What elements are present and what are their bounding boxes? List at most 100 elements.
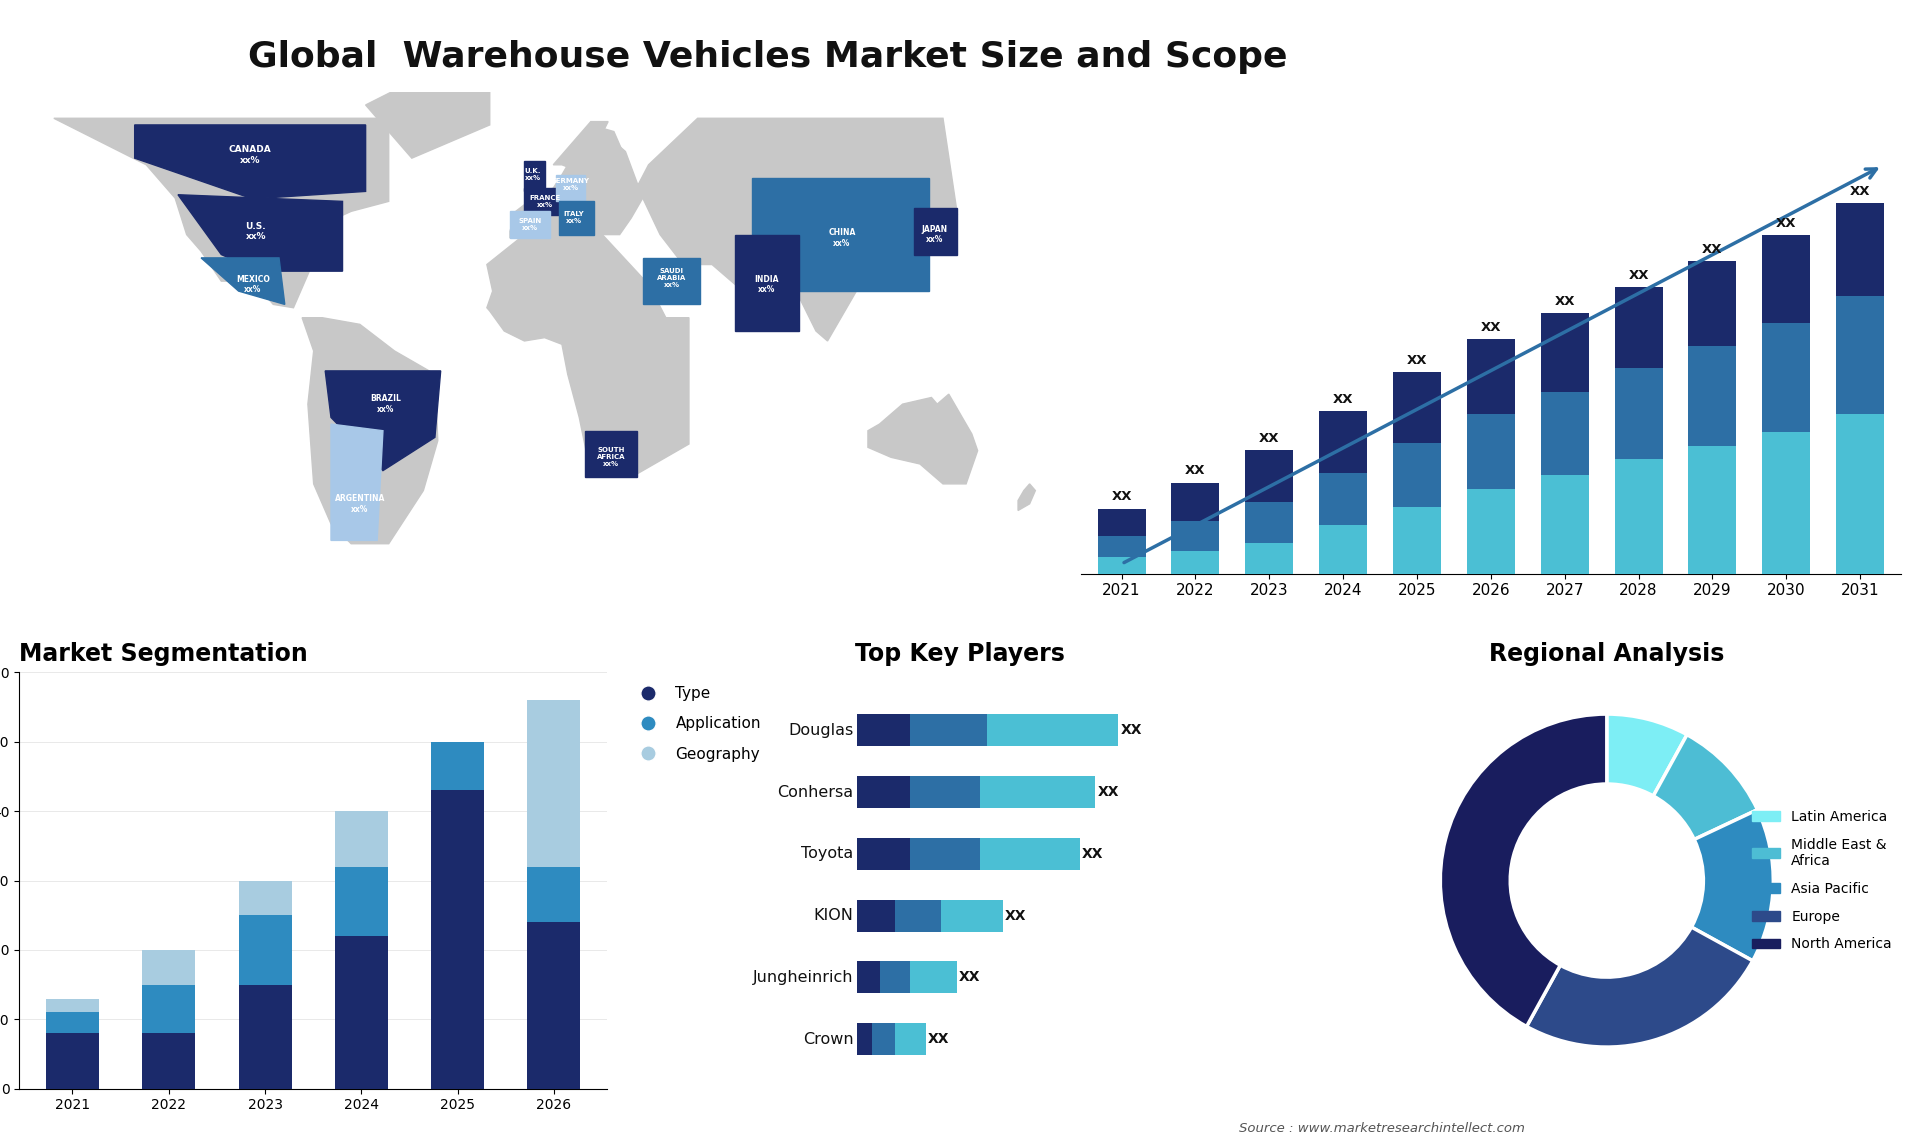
Bar <box>1540 392 1588 474</box>
Bar <box>1246 450 1294 502</box>
Bar <box>1615 288 1663 368</box>
Text: CHINA
xx%: CHINA xx% <box>828 228 856 248</box>
Text: Global  Warehouse Vehicles Market Size and Scope: Global Warehouse Vehicles Market Size an… <box>248 40 1288 74</box>
Bar <box>528 866 580 923</box>
Text: FRANCE
xx%: FRANCE xx% <box>530 195 561 207</box>
Wedge shape <box>1607 714 1688 796</box>
Text: ITALY
xx%: ITALY xx% <box>563 212 584 225</box>
Title: Regional Analysis: Regional Analysis <box>1490 643 1724 666</box>
Text: SAUDI
ARABIA
xx%: SAUDI ARABIA xx% <box>657 268 685 288</box>
Legend: Type, Application, Geography: Type, Application, Geography <box>626 680 768 768</box>
Polygon shape <box>643 258 701 305</box>
Bar <box>1763 235 1811 323</box>
Text: XX: XX <box>1332 393 1354 406</box>
Text: CANADA
xx%: CANADA xx% <box>228 146 271 165</box>
Bar <box>1688 346 1736 446</box>
Text: XX: XX <box>1555 296 1574 308</box>
Text: U.S.
xx%: U.S. xx% <box>246 221 267 241</box>
Wedge shape <box>1440 714 1607 1027</box>
Text: XX: XX <box>1260 432 1279 445</box>
Polygon shape <box>301 317 438 543</box>
Text: XX: XX <box>1407 354 1427 367</box>
Text: XX: XX <box>1703 243 1722 257</box>
Bar <box>1394 442 1442 508</box>
Polygon shape <box>614 118 958 342</box>
Bar <box>1319 473 1367 525</box>
Bar <box>1688 446 1736 574</box>
Polygon shape <box>553 121 609 172</box>
Bar <box>238 880 292 916</box>
Bar <box>1171 520 1219 551</box>
Polygon shape <box>365 81 490 158</box>
Bar <box>1171 551 1219 574</box>
Polygon shape <box>753 178 929 291</box>
Polygon shape <box>330 424 382 541</box>
Polygon shape <box>202 258 284 305</box>
Text: XX: XX <box>1628 269 1649 282</box>
Bar <box>334 936 388 1089</box>
Polygon shape <box>586 431 637 477</box>
Polygon shape <box>735 235 799 331</box>
Bar <box>1688 261 1736 346</box>
Bar <box>1394 508 1442 574</box>
Polygon shape <box>1018 484 1035 510</box>
Bar <box>1394 372 1442 442</box>
Bar <box>528 700 580 866</box>
Text: SOUTH
AFRICA
xx%: SOUTH AFRICA xx% <box>597 447 626 468</box>
Bar <box>1098 557 1146 574</box>
Bar <box>238 984 292 1089</box>
Polygon shape <box>914 209 958 254</box>
Bar <box>1540 314 1588 392</box>
Polygon shape <box>54 118 388 308</box>
Bar <box>1467 339 1515 415</box>
Bar <box>432 791 484 1089</box>
Text: U.K.
xx%: U.K. xx% <box>524 168 541 181</box>
Polygon shape <box>524 162 545 191</box>
Text: XX: XX <box>1851 185 1870 198</box>
Text: ARGENTINA
xx%: ARGENTINA xx% <box>334 494 386 513</box>
Text: INDIA
xx%: INDIA xx% <box>755 275 780 295</box>
Bar <box>46 1012 100 1034</box>
Bar <box>1615 460 1663 574</box>
Bar <box>1319 525 1367 574</box>
Legend: Latin America, Middle East &
Africa, Asia Pacific, Europe, North America: Latin America, Middle East & Africa, Asi… <box>1747 804 1897 957</box>
Polygon shape <box>511 125 643 238</box>
Polygon shape <box>324 371 442 471</box>
Bar <box>46 1034 100 1089</box>
Bar <box>432 741 484 791</box>
Bar <box>1246 543 1294 574</box>
Bar <box>1246 502 1294 543</box>
Text: MEXICO
xx%: MEXICO xx% <box>236 275 271 295</box>
Text: JAPAN
xx%: JAPAN xx% <box>922 225 947 244</box>
Bar <box>1836 296 1884 414</box>
Polygon shape <box>868 394 977 484</box>
Wedge shape <box>1526 927 1753 1047</box>
Bar <box>334 811 388 866</box>
Polygon shape <box>557 175 586 202</box>
Title: Top Key Players: Top Key Players <box>854 643 1066 666</box>
Text: XX: XX <box>1112 490 1131 503</box>
Polygon shape <box>914 211 958 254</box>
Text: XX: XX <box>1480 321 1501 335</box>
Bar <box>142 1034 196 1089</box>
Wedge shape <box>1653 735 1757 840</box>
Bar <box>1467 415 1515 489</box>
Bar <box>1836 203 1884 296</box>
Polygon shape <box>524 188 564 214</box>
Bar <box>1098 536 1146 557</box>
Bar <box>1467 489 1515 574</box>
Text: SPAIN
xx%: SPAIN xx% <box>518 218 541 231</box>
Bar <box>238 916 292 984</box>
Bar <box>46 998 100 1012</box>
Polygon shape <box>179 195 342 272</box>
Text: GERMANY
xx%: GERMANY xx% <box>551 179 589 191</box>
Bar <box>142 950 196 984</box>
Polygon shape <box>134 125 365 198</box>
Bar <box>528 923 580 1089</box>
Bar <box>1763 432 1811 574</box>
Polygon shape <box>559 202 593 235</box>
Text: XX: XX <box>1185 464 1206 478</box>
Bar <box>334 866 388 936</box>
Text: XX: XX <box>1776 218 1797 230</box>
Text: Market Segmentation: Market Segmentation <box>19 643 307 666</box>
